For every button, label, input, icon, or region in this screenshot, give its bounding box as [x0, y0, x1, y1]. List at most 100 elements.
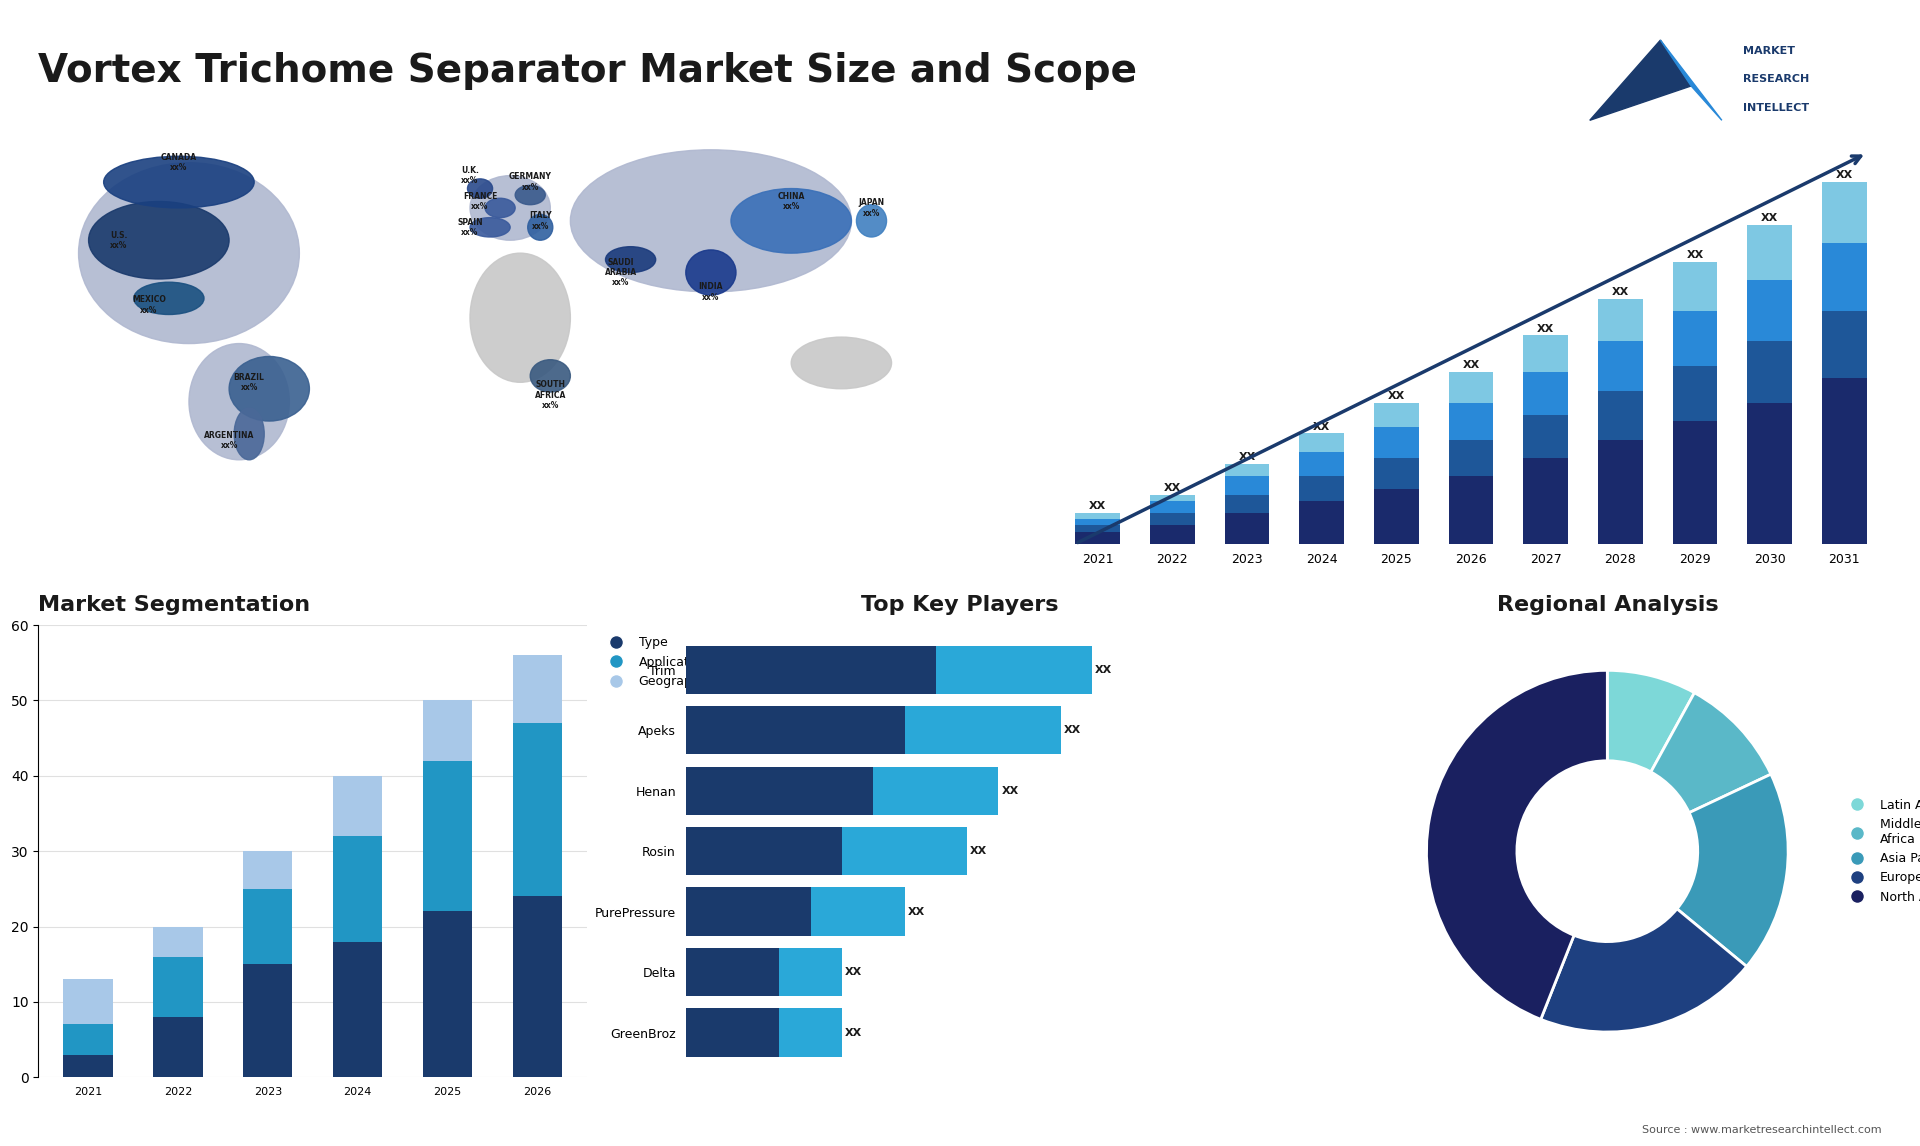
Bar — [874, 767, 998, 815]
Bar — [1597, 342, 1644, 391]
Text: INDIA
xx%: INDIA xx% — [699, 282, 724, 301]
Ellipse shape — [570, 150, 851, 292]
Wedge shape — [1540, 909, 1747, 1033]
Text: SOUTH
AFRICA
xx%: SOUTH AFRICA xx% — [534, 380, 566, 410]
Bar — [422, 700, 472, 761]
Text: XX: XX — [1089, 501, 1106, 511]
Bar — [1075, 513, 1119, 519]
Ellipse shape — [88, 202, 228, 278]
Bar — [1672, 261, 1716, 311]
Legend: Type, Application, Geography: Type, Application, Geography — [599, 631, 714, 693]
Text: RESEARCH: RESEARCH — [1743, 74, 1811, 85]
Bar — [935, 645, 1092, 694]
Text: XX: XX — [1313, 422, 1331, 432]
Bar — [154, 957, 204, 1017]
Bar — [1523, 415, 1569, 458]
Bar — [1075, 532, 1119, 543]
Bar — [1672, 311, 1716, 366]
Bar — [810, 887, 904, 936]
Bar — [1822, 243, 1866, 311]
Text: XX: XX — [845, 967, 862, 978]
Bar — [685, 706, 904, 754]
Ellipse shape — [234, 408, 265, 460]
Text: XX: XX — [1238, 453, 1256, 462]
Text: XX: XX — [1164, 482, 1181, 493]
Text: XX: XX — [908, 906, 925, 917]
Ellipse shape — [134, 282, 204, 314]
Wedge shape — [1676, 775, 1788, 966]
Bar — [1747, 342, 1791, 402]
Polygon shape — [1661, 40, 1722, 120]
Bar — [1075, 519, 1119, 525]
Text: XX: XX — [1761, 213, 1778, 223]
Bar — [1747, 225, 1791, 280]
Bar — [1300, 501, 1344, 543]
Ellipse shape — [104, 156, 253, 207]
Ellipse shape — [188, 344, 290, 460]
Ellipse shape — [470, 175, 551, 241]
Bar — [63, 980, 113, 1025]
Bar — [1375, 402, 1419, 427]
Bar — [154, 1017, 204, 1077]
Bar — [1075, 525, 1119, 532]
Bar — [332, 942, 382, 1077]
Bar — [1150, 501, 1194, 513]
Text: CANADA
xx%: CANADA xx% — [161, 154, 198, 172]
Ellipse shape — [79, 163, 300, 344]
Bar — [63, 1054, 113, 1077]
Ellipse shape — [530, 360, 570, 392]
Text: Vortex Trichome Separator Market Size and Scope: Vortex Trichome Separator Market Size an… — [38, 52, 1137, 89]
Bar — [1448, 402, 1494, 440]
Wedge shape — [1651, 692, 1770, 813]
Bar — [513, 723, 563, 896]
Bar — [904, 706, 1062, 754]
Wedge shape — [1427, 670, 1607, 1019]
Ellipse shape — [856, 205, 887, 237]
Bar — [1225, 464, 1269, 477]
Bar — [780, 1008, 843, 1057]
Text: MEXICO
xx%: MEXICO xx% — [132, 296, 165, 314]
Bar — [1225, 495, 1269, 513]
Bar — [685, 767, 874, 815]
Bar — [332, 837, 382, 942]
Bar — [1822, 378, 1866, 543]
Text: XX: XX — [1002, 786, 1020, 795]
Text: MARKET: MARKET — [1743, 46, 1795, 56]
Ellipse shape — [228, 356, 309, 421]
Text: XX: XX — [1611, 286, 1628, 297]
Polygon shape — [1590, 40, 1692, 120]
Bar — [685, 1008, 780, 1057]
Text: U.K.
xx%: U.K. xx% — [461, 166, 478, 186]
Text: XX: XX — [970, 846, 987, 856]
Bar — [1523, 372, 1569, 415]
Text: XX: XX — [1463, 360, 1480, 370]
Ellipse shape — [791, 337, 891, 388]
Bar — [1300, 452, 1344, 477]
Title: Top Key Players: Top Key Players — [862, 595, 1058, 615]
Bar — [1375, 458, 1419, 488]
Bar — [1597, 299, 1644, 342]
Ellipse shape — [605, 246, 657, 273]
Bar — [154, 927, 204, 957]
Text: ITALY
xx%: ITALY xx% — [528, 211, 551, 230]
Title: Regional Analysis: Regional Analysis — [1496, 595, 1718, 615]
Bar — [1523, 458, 1569, 543]
Bar — [685, 645, 935, 694]
Text: XX: XX — [845, 1028, 862, 1037]
Bar — [422, 761, 472, 911]
Bar — [513, 656, 563, 723]
Bar — [1448, 477, 1494, 543]
Bar — [1597, 391, 1644, 440]
Text: SAUDI
ARABIA
xx%: SAUDI ARABIA xx% — [605, 258, 637, 288]
Ellipse shape — [467, 179, 493, 198]
Bar — [1150, 495, 1194, 501]
Bar — [1300, 477, 1344, 501]
Bar — [244, 964, 292, 1077]
Bar — [1822, 311, 1866, 378]
Bar — [244, 851, 292, 889]
Bar — [1448, 440, 1494, 477]
Bar — [1747, 280, 1791, 342]
Text: JAPAN
xx%: JAPAN xx% — [858, 198, 885, 218]
Text: XX: XX — [1064, 725, 1081, 736]
Bar — [244, 889, 292, 964]
